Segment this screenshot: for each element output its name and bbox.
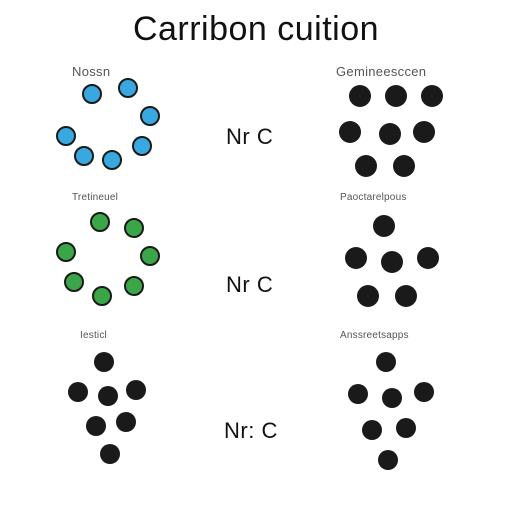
- dot-top-right-black-2: [421, 85, 443, 107]
- dot-top-left-blue-5: [74, 146, 94, 166]
- dot-bot-left-black-2: [98, 386, 118, 406]
- cluster-label-0: Nossn: [72, 64, 110, 79]
- dot-bot-right-black-6: [378, 450, 398, 470]
- dot-top-right-black-1: [385, 85, 407, 107]
- dot-mid-right-black-1: [345, 247, 367, 269]
- center-label-2: Nr: C: [224, 418, 278, 444]
- dot-mid-right-black-2: [381, 251, 403, 273]
- dot-top-left-blue-6: [56, 126, 76, 146]
- dot-top-left-blue-1: [118, 78, 138, 98]
- center-label-0: Nr C: [226, 124, 273, 150]
- page-title: Carribon cuition: [0, 10, 512, 49]
- dot-mid-left-green-5: [64, 272, 84, 292]
- dot-mid-left-green-6: [56, 242, 76, 262]
- dot-bot-right-black-1: [348, 384, 368, 404]
- dot-top-right-black-0: [349, 85, 371, 107]
- diagram-canvas: Carribon cuition Nr C Nr C Nr: C Nossn Gemin…: [0, 0, 512, 512]
- dot-mid-right-black-0: [373, 215, 395, 237]
- dot-bot-right-black-0: [376, 352, 396, 372]
- dot-bot-left-black-6: [100, 444, 120, 464]
- dot-top-left-blue-4: [102, 150, 122, 170]
- cluster-label-5: Anssreetsapps: [340, 330, 409, 341]
- dot-mid-right-black-3: [417, 247, 439, 269]
- dot-bot-left-black-1: [68, 382, 88, 402]
- dot-top-right-black-5: [413, 121, 435, 143]
- dot-top-right-black-3: [339, 121, 361, 143]
- dot-top-left-blue-3: [132, 136, 152, 156]
- dot-top-right-black-4: [379, 123, 401, 145]
- dot-mid-left-green-3: [124, 276, 144, 296]
- dot-mid-left-green-2: [140, 246, 160, 266]
- dot-mid-right-black-5: [395, 285, 417, 307]
- cluster-label-3: Paoctarelpous: [340, 192, 407, 203]
- dot-bot-right-black-3: [414, 382, 434, 402]
- cluster-label-1: Gemineesccen: [336, 64, 426, 79]
- dot-top-right-black-7: [393, 155, 415, 177]
- dot-bot-left-black-4: [86, 416, 106, 436]
- dot-top-right-black-6: [355, 155, 377, 177]
- dot-bot-left-black-0: [94, 352, 114, 372]
- dot-bot-right-black-4: [362, 420, 382, 440]
- dot-bot-left-black-3: [126, 380, 146, 400]
- dot-top-left-blue-2: [140, 106, 160, 126]
- dot-bot-right-black-5: [396, 418, 416, 438]
- dot-mid-left-green-4: [92, 286, 112, 306]
- dot-mid-right-black-4: [357, 285, 379, 307]
- center-label-1: Nr C: [226, 272, 273, 298]
- dot-bot-left-black-5: [116, 412, 136, 432]
- dot-mid-left-green-1: [124, 218, 144, 238]
- cluster-label-2: Tretineuel: [72, 192, 118, 203]
- dot-top-left-blue-0: [82, 84, 102, 104]
- dot-bot-right-black-2: [382, 388, 402, 408]
- dot-mid-left-green-0: [90, 212, 110, 232]
- cluster-label-4: Iesticl: [80, 330, 107, 341]
